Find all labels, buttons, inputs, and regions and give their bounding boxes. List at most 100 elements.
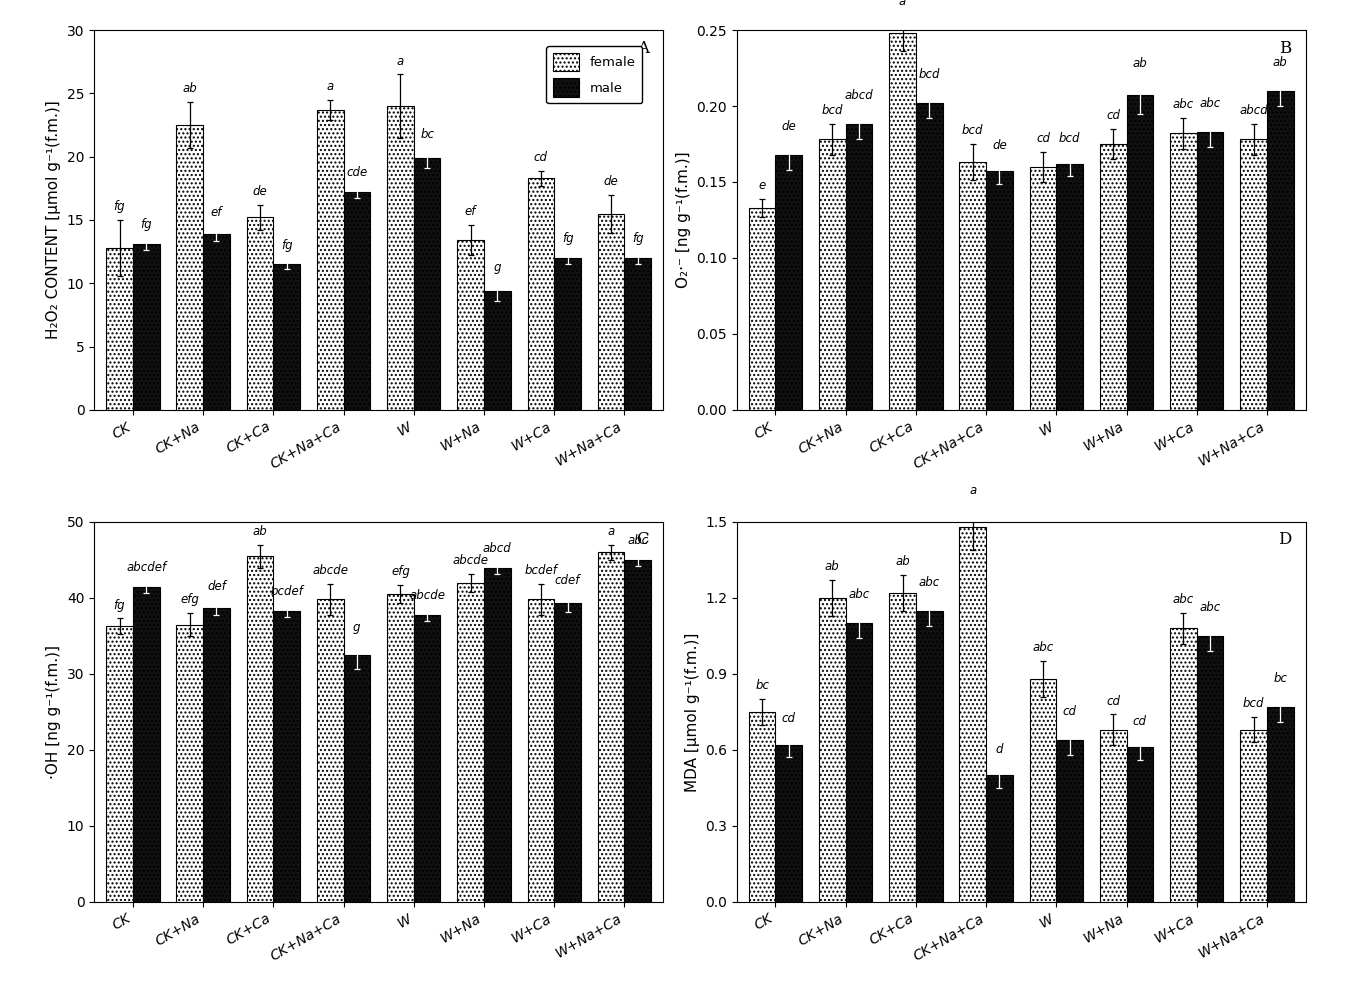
Text: ab: ab bbox=[825, 560, 840, 573]
Text: d: d bbox=[996, 742, 1003, 756]
Text: fg: fg bbox=[281, 239, 292, 253]
Bar bbox=[343, 655, 370, 902]
Bar bbox=[1030, 679, 1057, 902]
Bar bbox=[458, 240, 485, 410]
Bar bbox=[176, 624, 203, 902]
Text: efg: efg bbox=[180, 593, 199, 606]
Legend: female, male: female, male bbox=[546, 46, 642, 103]
Text: ab: ab bbox=[895, 555, 910, 568]
Text: a: a bbox=[397, 54, 404, 67]
Bar bbox=[555, 603, 581, 902]
Bar bbox=[485, 291, 510, 410]
Text: de: de bbox=[604, 174, 618, 187]
Bar bbox=[1030, 166, 1057, 410]
Text: bcdef: bcdef bbox=[271, 585, 303, 598]
Bar bbox=[246, 217, 273, 410]
Text: abc: abc bbox=[627, 534, 649, 547]
Text: abc: abc bbox=[848, 588, 870, 601]
Text: cd: cd bbox=[1106, 694, 1120, 707]
Text: fg: fg bbox=[140, 217, 152, 230]
Y-axis label: H₂O₂ CONTENT [μmol g⁻¹(f.m.)]: H₂O₂ CONTENT [μmol g⁻¹(f.m.)] bbox=[46, 100, 62, 340]
Text: e: e bbox=[758, 179, 766, 191]
Bar bbox=[273, 265, 300, 410]
Text: a: a bbox=[327, 80, 334, 93]
Bar bbox=[1170, 133, 1197, 410]
Text: bc: bc bbox=[755, 679, 769, 692]
Text: g: g bbox=[353, 621, 361, 634]
Bar bbox=[555, 258, 581, 410]
Bar bbox=[203, 233, 230, 410]
Bar bbox=[1127, 747, 1154, 902]
Text: cd: cd bbox=[1133, 714, 1147, 727]
Text: bcd: bcd bbox=[962, 124, 984, 137]
Bar bbox=[1057, 739, 1084, 902]
Bar bbox=[388, 106, 413, 410]
Text: bc: bc bbox=[420, 128, 433, 141]
Bar bbox=[987, 776, 1012, 902]
Bar bbox=[598, 213, 625, 410]
Text: a: a bbox=[969, 484, 976, 497]
Text: abcdef: abcdef bbox=[127, 561, 167, 573]
Text: efg: efg bbox=[390, 565, 409, 578]
Bar bbox=[485, 567, 510, 902]
Y-axis label: O₂·⁻ [ng g⁻¹(f.m.)]: O₂·⁻ [ng g⁻¹(f.m.)] bbox=[676, 151, 690, 289]
Bar bbox=[748, 711, 775, 902]
Bar bbox=[1170, 628, 1197, 902]
Bar bbox=[915, 103, 942, 410]
Text: abcd: abcd bbox=[483, 542, 511, 555]
Bar bbox=[748, 207, 775, 410]
Text: bcdef: bcdef bbox=[525, 564, 557, 577]
Text: def: def bbox=[207, 580, 226, 593]
Bar bbox=[845, 124, 872, 410]
Text: cd: cd bbox=[1106, 109, 1120, 122]
Y-axis label: ·OH [ng g⁻¹(f.m.)]: ·OH [ng g⁻¹(f.m.)] bbox=[46, 645, 62, 779]
Bar bbox=[133, 244, 160, 410]
Text: abc: abc bbox=[918, 575, 940, 588]
Text: cdef: cdef bbox=[555, 574, 580, 587]
Bar bbox=[1100, 144, 1127, 410]
Bar bbox=[1197, 636, 1224, 902]
Text: abcde: abcde bbox=[452, 554, 489, 567]
Text: abc: abc bbox=[1032, 641, 1054, 654]
Bar bbox=[960, 527, 987, 902]
Text: ab: ab bbox=[253, 525, 268, 538]
Text: abc: abc bbox=[1172, 593, 1194, 606]
Bar bbox=[273, 611, 300, 902]
Text: cd: cd bbox=[1036, 132, 1050, 144]
Bar bbox=[528, 178, 555, 410]
Text: A: A bbox=[637, 39, 649, 56]
Text: ef: ef bbox=[464, 205, 476, 218]
Bar bbox=[1057, 163, 1084, 410]
Text: abcd: abcd bbox=[1240, 104, 1268, 117]
Text: B: B bbox=[1279, 39, 1291, 56]
Text: ef: ef bbox=[211, 206, 222, 219]
Text: bcd: bcd bbox=[1242, 697, 1264, 710]
Bar bbox=[528, 599, 555, 902]
Bar bbox=[818, 139, 845, 410]
Bar bbox=[1100, 729, 1127, 902]
Bar bbox=[133, 586, 160, 902]
Text: abcde: abcde bbox=[409, 589, 446, 602]
Text: fg: fg bbox=[113, 598, 125, 611]
Bar bbox=[818, 598, 845, 902]
Text: ab: ab bbox=[1132, 57, 1147, 70]
Bar bbox=[987, 171, 1012, 410]
Text: bcd: bcd bbox=[1059, 132, 1081, 144]
Bar bbox=[413, 614, 440, 902]
Bar bbox=[413, 158, 440, 410]
Text: C: C bbox=[637, 531, 649, 548]
Text: fg: fg bbox=[631, 231, 643, 244]
Bar bbox=[106, 626, 133, 902]
Text: bcd: bcd bbox=[821, 104, 843, 117]
Bar bbox=[1267, 91, 1294, 410]
Text: abc: abc bbox=[1199, 97, 1221, 110]
Text: g: g bbox=[494, 261, 501, 274]
Bar bbox=[1240, 729, 1267, 902]
Text: de: de bbox=[992, 139, 1007, 152]
Text: fg: fg bbox=[561, 231, 573, 244]
Text: bcd: bcd bbox=[918, 68, 940, 81]
Bar bbox=[203, 608, 230, 902]
Text: bc: bc bbox=[1273, 671, 1287, 684]
Bar bbox=[246, 556, 273, 902]
Text: cd: cd bbox=[534, 150, 548, 163]
